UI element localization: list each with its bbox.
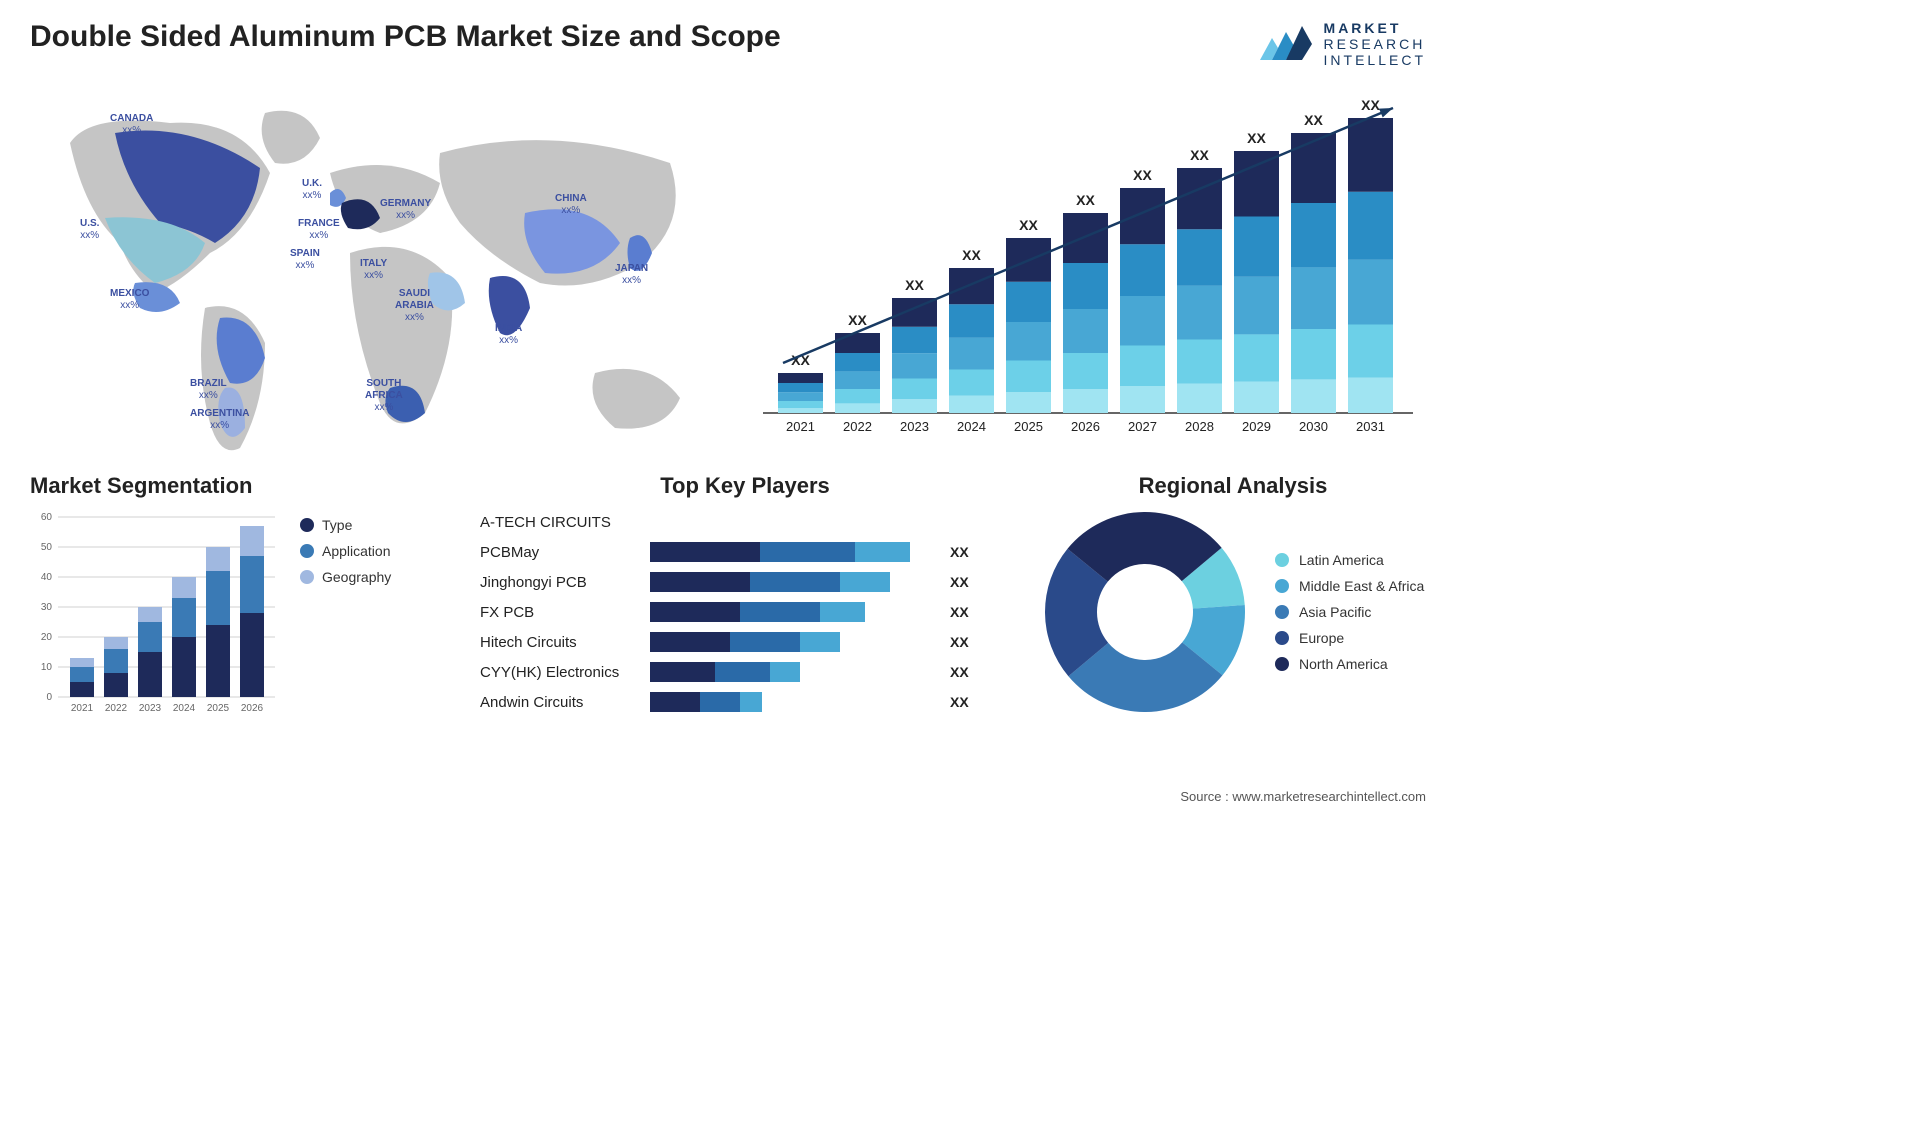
map-label: ITALYxx% — [360, 258, 387, 282]
logo-text-1: MARKET — [1324, 20, 1426, 36]
svg-text:XX: XX — [1076, 192, 1095, 208]
svg-text:2023: 2023 — [139, 703, 162, 714]
svg-text:2029: 2029 — [1242, 419, 1271, 434]
player-row: PCBMayXX — [480, 537, 1010, 567]
svg-text:2021: 2021 — [786, 419, 815, 434]
logo-mark-icon — [1258, 20, 1314, 68]
player-header: A-TECH CIRCUITS — [480, 507, 1010, 537]
svg-text:2026: 2026 — [1071, 419, 1100, 434]
legend-item: Latin America — [1275, 552, 1424, 568]
player-row: Hitech CircuitsXX — [480, 627, 1010, 657]
svg-text:2026: 2026 — [241, 703, 264, 714]
svg-text:XX: XX — [1247, 130, 1266, 146]
logo-text-2: RESEARCH — [1324, 36, 1426, 52]
map-label: CANADAxx% — [110, 113, 153, 137]
svg-text:2025: 2025 — [1014, 419, 1043, 434]
map-label: SAUDIARABIAxx% — [395, 288, 434, 324]
map-label: JAPANxx% — [615, 263, 648, 287]
regional-title: Regional Analysis — [1040, 473, 1426, 499]
map-label: GERMANYxx% — [380, 198, 431, 222]
player-row: FX PCBXX — [480, 597, 1010, 627]
svg-text:2021: 2021 — [71, 703, 94, 714]
svg-text:40: 40 — [41, 572, 53, 583]
segmentation-title: Market Segmentation — [30, 473, 450, 499]
legend-item: Middle East & Africa — [1275, 578, 1424, 594]
legend-item: Application — [300, 543, 391, 559]
svg-text:0: 0 — [46, 692, 52, 703]
svg-text:XX: XX — [848, 312, 867, 328]
source-text: Source : www.marketresearchintellect.com — [1180, 789, 1426, 804]
svg-text:2023: 2023 — [900, 419, 929, 434]
map-label: BRAZILxx% — [190, 378, 227, 402]
map-label: CHINAxx% — [555, 193, 587, 217]
map-label: U.K.xx% — [302, 178, 322, 202]
legend-item: Asia Pacific — [1275, 604, 1424, 620]
svg-text:30: 30 — [41, 602, 53, 613]
players-list: A-TECH CIRCUITSPCBMayXXJinghongyi PCBXXF… — [480, 507, 1010, 717]
svg-text:2024: 2024 — [173, 703, 196, 714]
svg-text:50: 50 — [41, 542, 53, 553]
segmentation-legend: Type Application Geography — [300, 507, 391, 595]
world-map: CANADAxx% U.S.xx% MEXICOxx% BRAZILxx% ARGENT… — [30, 83, 710, 463]
regional-donut — [1040, 507, 1250, 717]
svg-text:2025: 2025 — [207, 703, 230, 714]
svg-text:XX: XX — [962, 247, 981, 263]
logo-text-3: INTELLECT — [1324, 52, 1426, 68]
map-label: U.S.xx% — [80, 218, 99, 242]
brand-logo: MARKET RESEARCH INTELLECT — [1258, 20, 1426, 68]
svg-text:60: 60 — [41, 512, 53, 523]
svg-text:2030: 2030 — [1299, 419, 1328, 434]
map-label: MEXICOxx% — [110, 288, 149, 312]
regional-legend: Latin America Middle East & Africa Asia Pa… — [1275, 542, 1424, 682]
svg-text:XX: XX — [905, 277, 924, 293]
players-title: Top Key Players — [480, 473, 1010, 499]
svg-text:20: 20 — [41, 632, 53, 643]
map-label: ARGENTINAxx% — [190, 408, 249, 432]
svg-text:XX: XX — [1361, 97, 1380, 113]
map-label: INDIAxx% — [495, 323, 522, 347]
map-label: FRANCExx% — [298, 218, 340, 242]
svg-text:2022: 2022 — [105, 703, 128, 714]
svg-text:XX: XX — [1304, 112, 1323, 128]
svg-text:XX: XX — [1133, 167, 1152, 183]
svg-text:2024: 2024 — [957, 419, 986, 434]
svg-text:2027: 2027 — [1128, 419, 1157, 434]
svg-text:10: 10 — [41, 662, 53, 673]
segmentation-chart: 0 10 20 30 40 50 60 2021 2022 2023 2024 2025 2026 — [30, 507, 280, 717]
player-row: CYY(HK) ElectronicsXX — [480, 657, 1010, 687]
growth-chart: XX 2021 XX 2022 XX 2023 XX 2024 XX 2025 XX 2026 XX 20… — [740, 83, 1426, 463]
legend-item: Europe — [1275, 630, 1424, 646]
map-label: SOUTHAFRICAxx% — [365, 378, 403, 414]
svg-text:XX: XX — [1190, 147, 1209, 163]
legend-item: North America — [1275, 656, 1424, 672]
svg-text:2031: 2031 — [1356, 419, 1385, 434]
player-row: Jinghongyi PCBXX — [480, 567, 1010, 597]
svg-text:2022: 2022 — [843, 419, 872, 434]
svg-text:2028: 2028 — [1185, 419, 1214, 434]
svg-text:XX: XX — [1019, 217, 1038, 233]
player-row: Andwin CircuitsXX — [480, 687, 1010, 717]
legend-item: Type — [300, 517, 391, 533]
page-title: Double Sided Aluminum PCB Market Size an… — [30, 20, 781, 54]
map-label: SPAINxx% — [290, 248, 320, 272]
legend-item: Geography — [300, 569, 391, 585]
